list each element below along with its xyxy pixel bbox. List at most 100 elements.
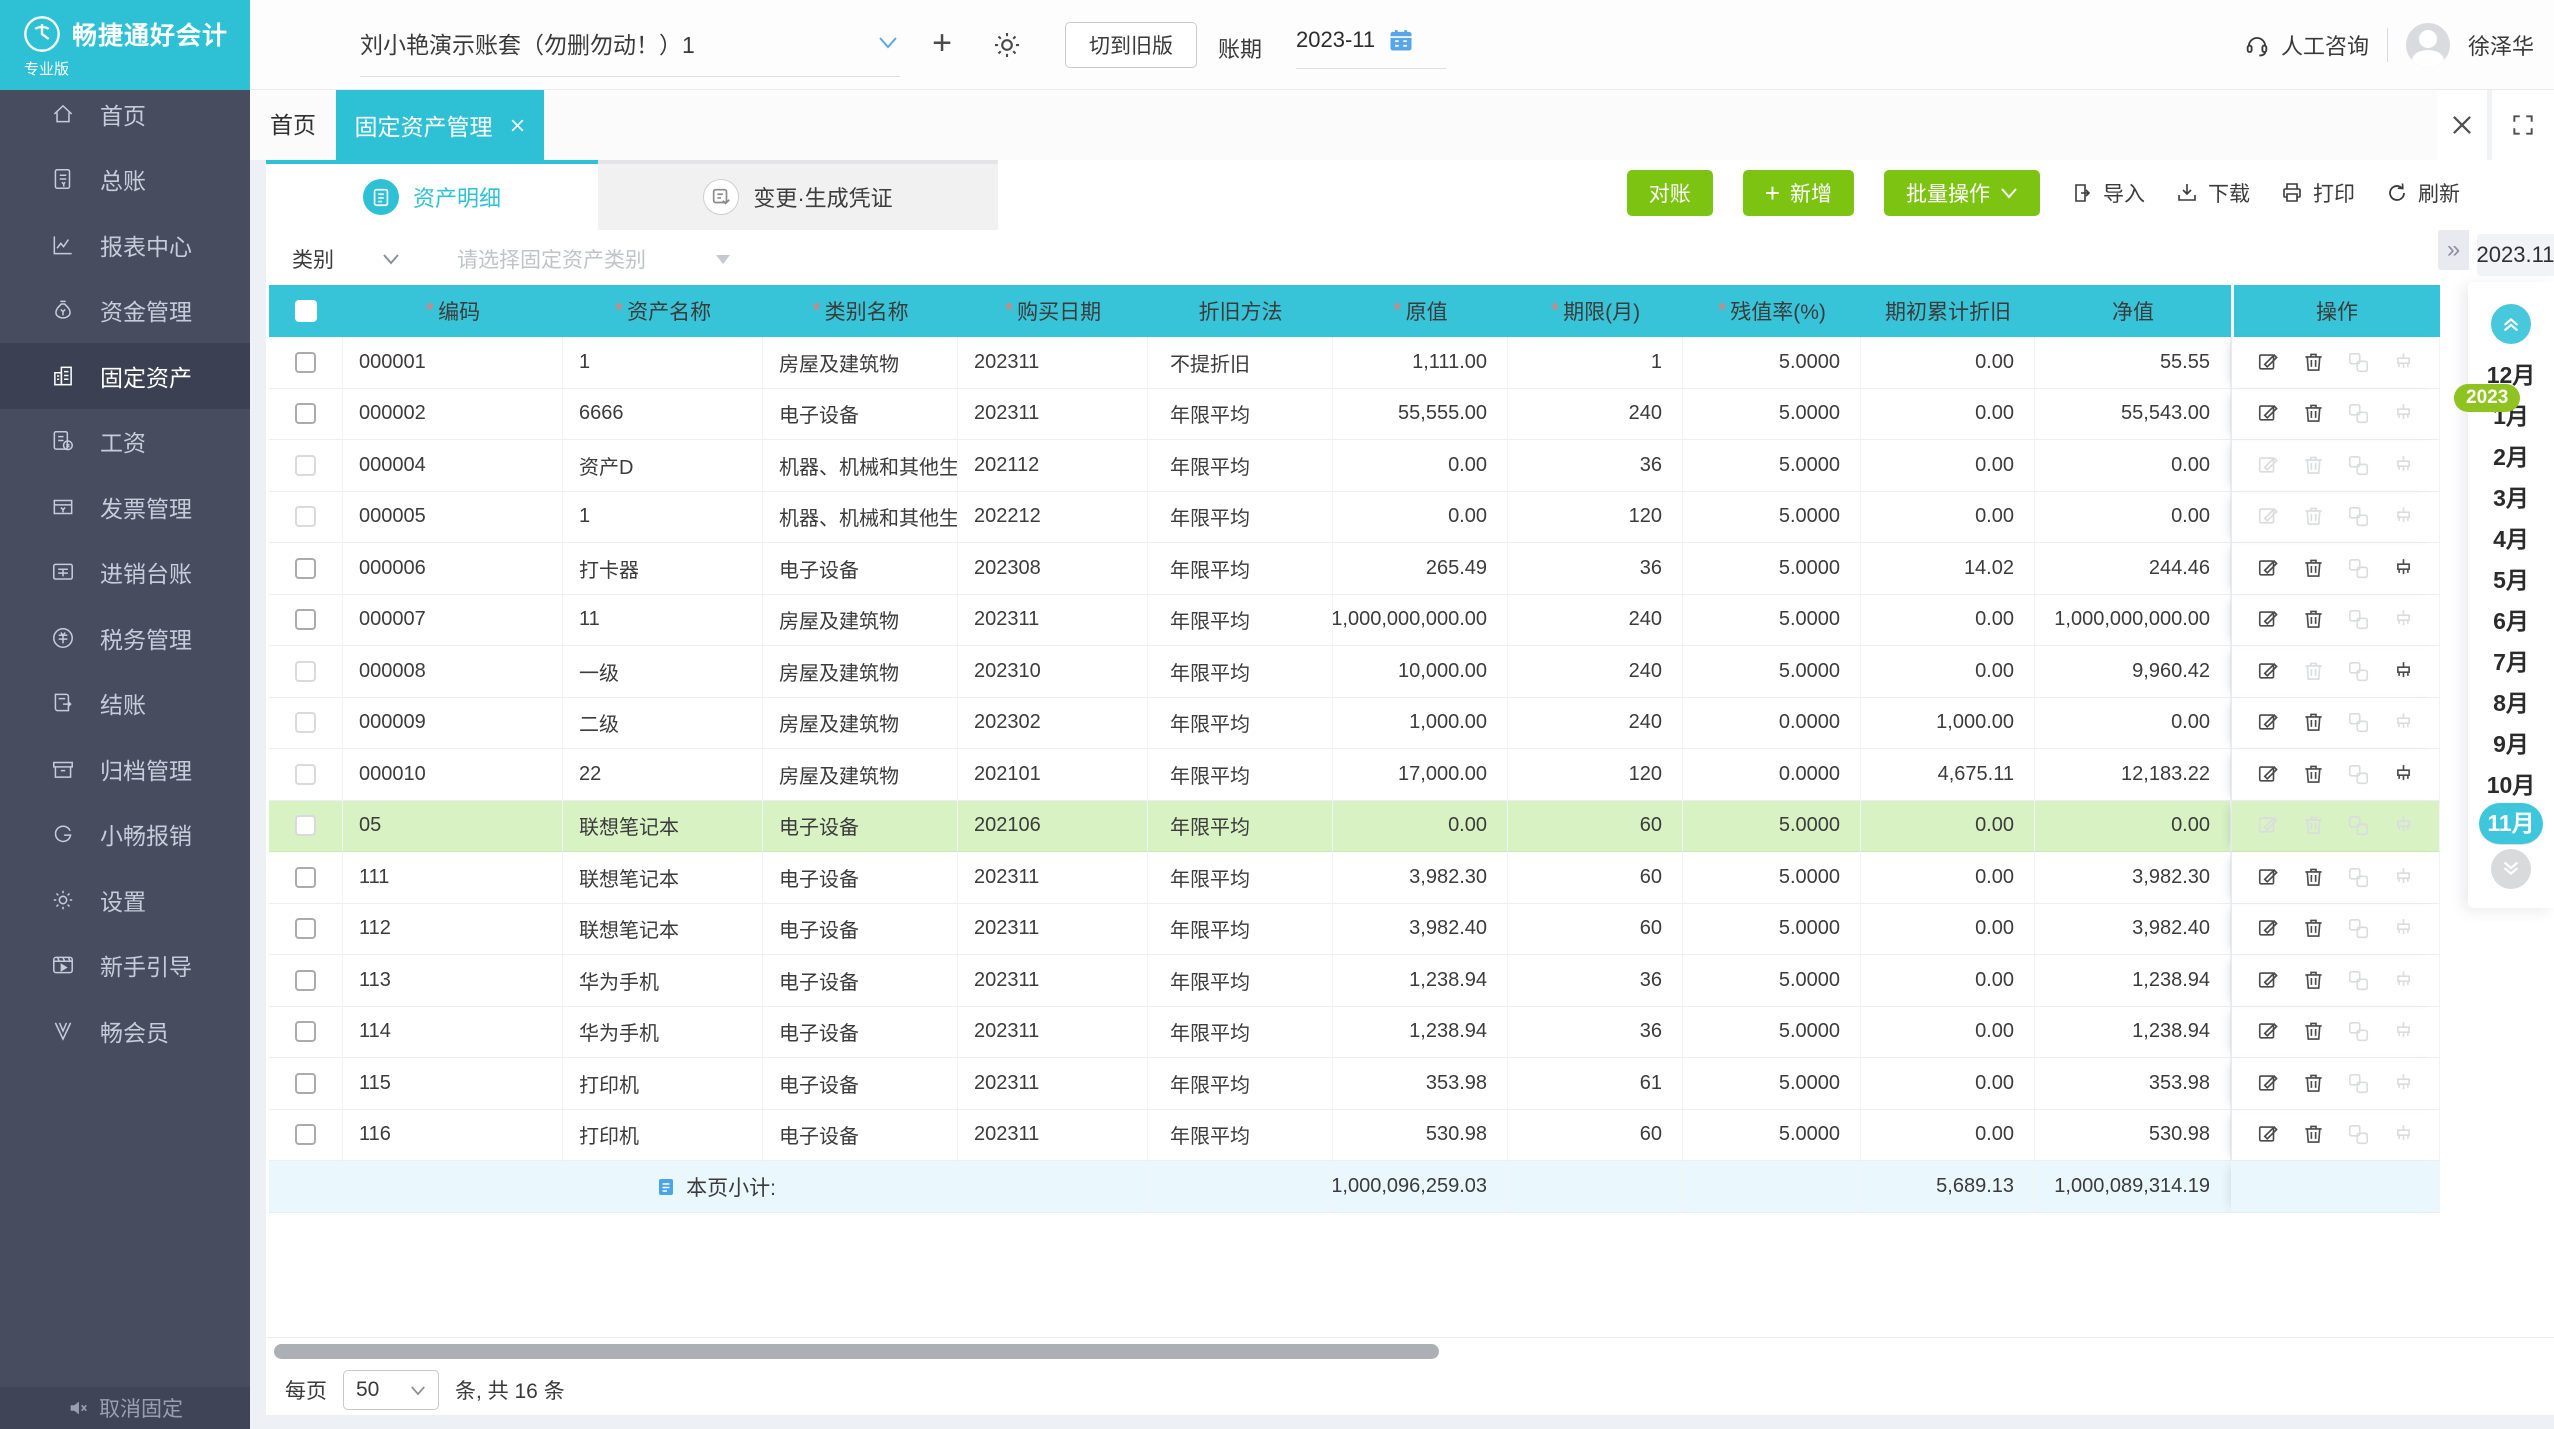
add-account-set-button[interactable]: + (932, 24, 952, 62)
calendar-month-dec[interactable]: 12月 (2486, 361, 2536, 388)
calendar-month-7月[interactable]: 7月 (2493, 648, 2529, 675)
edit-icon[interactable] (2256, 607, 2281, 632)
row-checkbox[interactable] (295, 918, 316, 940)
tab-fixed-assets[interactable]: 固定资产管理 (336, 90, 544, 160)
print-button[interactable]: 打印 (2280, 178, 2355, 208)
delete-icon[interactable] (2301, 762, 2326, 787)
calendar-collapse-button[interactable]: » (2438, 230, 2469, 270)
delete-icon[interactable] (2301, 916, 2326, 941)
row-checkbox[interactable] (295, 1124, 316, 1146)
sidebar-item-新手引导[interactable]: 新手引导 (0, 933, 250, 999)
close-tab-icon[interactable] (509, 117, 526, 134)
import-button[interactable]: 导入 (2070, 178, 2145, 208)
sidebar-item-发票管理[interactable]: 发票管理 (0, 474, 250, 540)
tab-home[interactable]: 首页 (270, 112, 316, 138)
row-checkbox[interactable] (295, 1021, 316, 1043)
row-checkbox (295, 454, 316, 476)
delete-icon[interactable] (2301, 607, 2326, 632)
edit-icon[interactable] (2256, 556, 2281, 581)
row-checkbox[interactable] (295, 351, 316, 373)
calendar-month-8月[interactable]: 8月 (2493, 689, 2529, 716)
sidebar-item-归档管理[interactable]: 归档管理 (0, 736, 250, 802)
calendar-month-6月[interactable]: 6月 (2493, 607, 2529, 634)
delete-icon[interactable] (2301, 1071, 2326, 1096)
switch-old-version-button[interactable]: 切到旧版 (1065, 22, 1197, 68)
reconcile-button[interactable]: 对账 (1626, 170, 1713, 216)
delete-icon[interactable] (2301, 1122, 2326, 1147)
support-button[interactable]: 人工咨询 (2243, 29, 2369, 61)
table-row: 116 打印机 电子设备 202311 年限平均 530.98 60 5.0000 0.00 53… (269, 1109, 2440, 1161)
calendar-scroll-up-icon[interactable] (2491, 304, 2531, 344)
delete-icon[interactable] (2301, 1019, 2326, 1044)
cell-accumulated-depreciation: 0.00 (1861, 1058, 2035, 1110)
sidebar-item-工资[interactable]: 工资 (0, 409, 250, 475)
clean-icon[interactable] (2391, 762, 2416, 787)
subtab-change-voucher[interactable]: 变更·生成凭证 (598, 160, 998, 230)
clean-icon[interactable] (2391, 556, 2416, 581)
period-picker[interactable]: 2023-11 (1296, 26, 1446, 69)
row-checkbox[interactable] (295, 866, 316, 888)
edit-icon[interactable] (2256, 710, 2281, 735)
refresh-button[interactable]: 刷新 (2385, 178, 2460, 208)
add-asset-button[interactable]: + 新增 (1742, 170, 1854, 216)
sidebar-item-设置[interactable]: 设置 (0, 867, 250, 933)
calendar-month-9月[interactable]: 9月 (2493, 730, 2529, 757)
delete-icon[interactable] (2301, 968, 2326, 993)
column-header-资产名称: * 资产名称 (614, 299, 712, 324)
subtab-asset-detail[interactable]: 资产明细 (266, 160, 598, 230)
edit-icon[interactable] (2256, 916, 2281, 941)
sidebar-item-畅会员[interactable]: 畅会员 (0, 998, 250, 1064)
edit-icon[interactable] (2256, 865, 2281, 890)
account-set-selector[interactable]: 刘小艳演示账套（勿删勿动！）1 (360, 26, 900, 77)
edit-icon[interactable] (2256, 1122, 2281, 1147)
fullscreen-icon[interactable] (2492, 90, 2554, 160)
calendar-month-5月[interactable]: 5月 (2493, 566, 2529, 593)
row-checkbox[interactable] (295, 403, 316, 425)
category-value-select[interactable]: 请选择固定资产类别 (451, 238, 736, 287)
delete-icon[interactable] (2301, 556, 2326, 581)
gear-icon[interactable] (990, 28, 1024, 62)
calendar-month-10月[interactable]: 10月 (2486, 771, 2536, 798)
cell-depreciation-method: 年限平均 (1148, 491, 1333, 543)
sidebar-item-税务管理[interactable]: 税务管理 (0, 605, 250, 671)
sidebar-item-首页[interactable]: 首页 (0, 81, 250, 147)
sidebar-item-结账[interactable]: 结账 (0, 671, 250, 737)
edit-icon[interactable] (2256, 1071, 2281, 1096)
calendar-month-3月[interactable]: 3月 (2493, 484, 2529, 511)
delete-icon[interactable] (2301, 865, 2326, 890)
edit-icon[interactable] (2256, 350, 2281, 375)
clean-icon[interactable] (2391, 659, 2416, 684)
row-checkbox[interactable] (295, 1072, 316, 1094)
sidebar-item-固定资产[interactable]: 固定资产 (0, 343, 250, 409)
select-all-checkbox[interactable] (295, 300, 317, 322)
batch-actions-button[interactable]: 批量操作 (1884, 170, 2040, 216)
horizontal-scrollbar[interactable] (274, 1344, 1439, 1359)
calendar-scroll-down-icon[interactable] (2491, 849, 2531, 889)
sidebar-item-进销台账[interactable]: 进销台账 (0, 540, 250, 606)
edit-icon[interactable] (2256, 1019, 2281, 1044)
edit-icon[interactable] (2256, 968, 2281, 993)
sidebar-item-小畅报销[interactable]: 小畅报销 (0, 802, 250, 868)
page-size-select[interactable]: 50 (343, 1370, 439, 1410)
download-button[interactable]: 下载 (2175, 178, 2250, 208)
calendar-month-11月[interactable]: 11月 (2479, 803, 2543, 845)
category-type-select[interactable]: 类别 (286, 238, 406, 287)
edit-icon[interactable] (2256, 762, 2281, 787)
sidebar-item-报表中心[interactable]: 报表中心 (0, 212, 250, 278)
edit-icon[interactable] (2256, 401, 2281, 426)
delete-icon[interactable] (2301, 401, 2326, 426)
calendar-month-4月[interactable]: 4月 (2493, 525, 2529, 552)
row-checkbox[interactable] (295, 557, 316, 579)
close-icon[interactable] (2437, 90, 2487, 160)
avatar[interactable] (2405, 23, 2450, 67)
sidebar-item-总账[interactable]: 总账 (0, 147, 250, 213)
summary-actions-empty (2231, 1161, 2440, 1213)
row-checkbox[interactable] (295, 609, 316, 631)
row-checkbox[interactable] (295, 969, 316, 991)
sidebar-unpin[interactable]: 取消固定 (0, 1387, 250, 1429)
edit-icon[interactable] (2256, 659, 2281, 684)
delete-icon[interactable] (2301, 710, 2326, 735)
calendar-month-2月[interactable]: 2月 (2493, 443, 2529, 470)
sidebar-item-资金管理[interactable]: 资金管理 (0, 278, 250, 344)
delete-icon[interactable] (2301, 350, 2326, 375)
